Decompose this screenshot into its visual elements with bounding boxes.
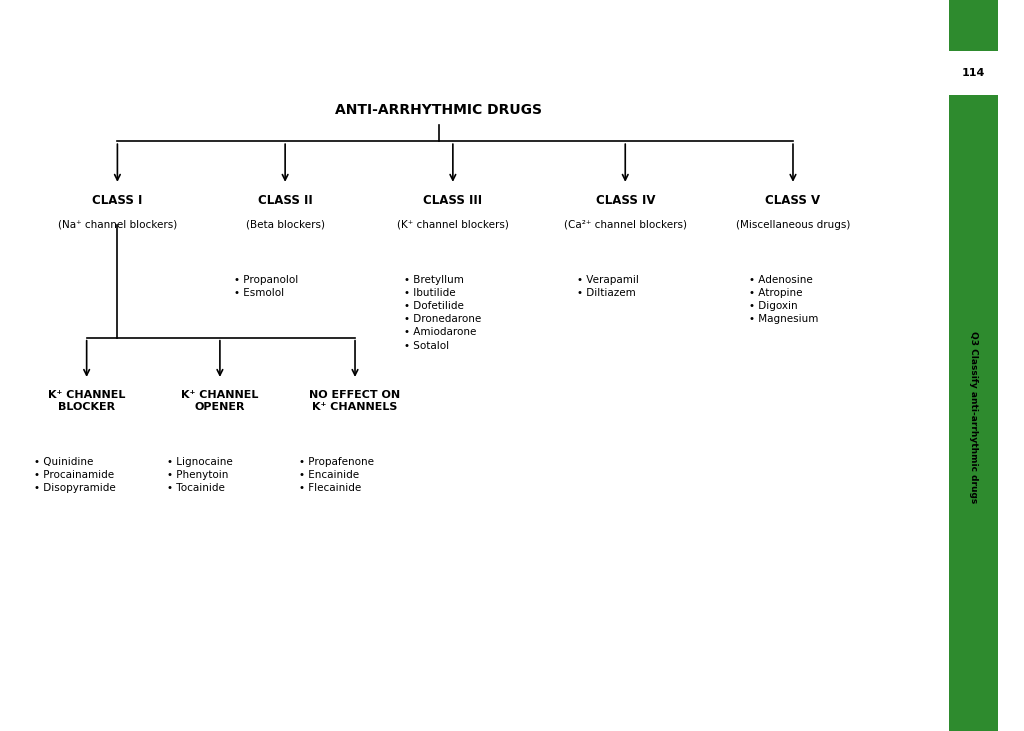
Text: (K⁺ channel blockers): (K⁺ channel blockers): [397, 220, 509, 230]
Text: K⁺ CHANNEL
OPENER: K⁺ CHANNEL OPENER: [181, 390, 259, 412]
Text: ANTI-ARRHYTHMIC DRUGS: ANTI-ARRHYTHMIC DRUGS: [336, 102, 543, 117]
Text: 114: 114: [963, 68, 985, 78]
Text: (Ca²⁺ channel blockers): (Ca²⁺ channel blockers): [564, 220, 687, 230]
Text: (Na⁺ channel blockers): (Na⁺ channel blockers): [57, 220, 177, 230]
Text: • Propanolol
• Esmolol: • Propanolol • Esmolol: [233, 275, 298, 298]
Text: • Verapamil
• Diltiazem: • Verapamil • Diltiazem: [577, 275, 639, 298]
Text: CLASS V: CLASS V: [765, 194, 820, 207]
Text: (Beta blockers): (Beta blockers): [246, 220, 325, 230]
Text: • Bretyllum
• Ibutilide
• Dofetilide
• Dronedarone
• Amiodarone
• Sotalol: • Bretyllum • Ibutilide • Dofetilide • D…: [404, 275, 481, 351]
Text: CLASS I: CLASS I: [92, 194, 142, 207]
Text: K⁺ CHANNEL
BLOCKER: K⁺ CHANNEL BLOCKER: [48, 390, 125, 412]
Text: NO EFFECT ON
K⁺ CHANNELS: NO EFFECT ON K⁺ CHANNELS: [309, 390, 400, 412]
Text: (Miscellaneous drugs): (Miscellaneous drugs): [736, 220, 850, 230]
Text: • Propafenone
• Encainide
• Flecainide: • Propafenone • Encainide • Flecainide: [299, 457, 374, 493]
Text: CLASS IV: CLASS IV: [596, 194, 655, 207]
Text: CLASS II: CLASS II: [258, 194, 312, 207]
Text: • Quinidine
• Procainamide
• Disopyramide: • Quinidine • Procainamide • Disopyramid…: [34, 457, 116, 493]
Text: • Lignocaine
• Phenytoin
• Tocainide: • Lignocaine • Phenytoin • Tocainide: [167, 457, 232, 493]
Text: Q3 Classify anti-arrhythmic drugs: Q3 Classify anti-arrhythmic drugs: [970, 330, 978, 503]
Text: • Adenosine
• Atropine
• Digoxin
• Magnesium: • Adenosine • Atropine • Digoxin • Magne…: [750, 275, 818, 324]
Text: CLASS III: CLASS III: [423, 194, 482, 207]
